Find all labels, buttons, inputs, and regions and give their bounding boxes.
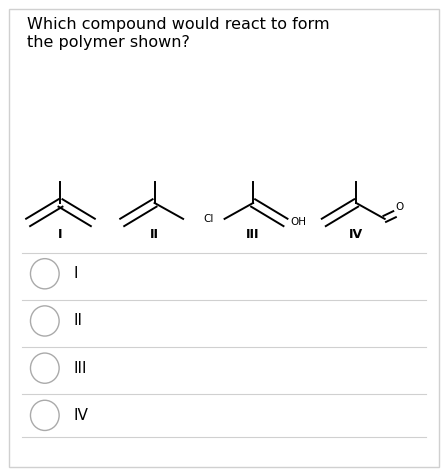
Text: Cl: Cl <box>203 214 213 224</box>
Text: O: O <box>396 202 404 212</box>
Text: the polymer shown?: the polymer shown? <box>27 35 190 51</box>
Text: II: II <box>150 228 159 241</box>
FancyBboxPatch shape <box>9 9 439 467</box>
Text: IV: IV <box>349 228 363 241</box>
Text: I: I <box>58 228 63 241</box>
Text: OH: OH <box>290 218 306 228</box>
Text: III: III <box>246 228 260 241</box>
Text: I: I <box>74 266 78 281</box>
Text: II: II <box>74 313 83 329</box>
Text: Which compound would react to form: Which compound would react to form <box>27 17 330 32</box>
Text: IV: IV <box>74 408 89 423</box>
Text: III: III <box>74 361 87 376</box>
